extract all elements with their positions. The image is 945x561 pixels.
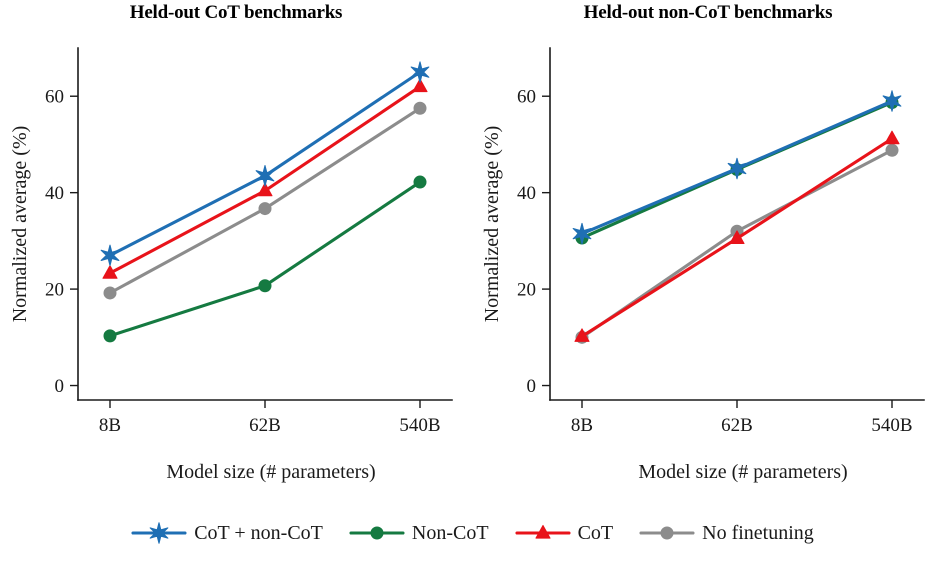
data-point-marker	[729, 230, 745, 245]
plot-area-held-out-non-cot: 0 20 40 60 8B 62B 540B Model size (# parameters…	[481, 47, 925, 483]
series-cot-non-cot	[572, 90, 902, 245]
data-point-marker	[884, 130, 900, 145]
chart-title-right: Held-out non-CoT benchmarks	[583, 2, 833, 23]
data-point-marker	[413, 175, 427, 189]
data-point-marker	[258, 279, 272, 293]
data-point-marker	[102, 265, 118, 279]
data-point-marker	[412, 78, 428, 93]
y-tick-label: 20	[517, 280, 536, 301]
legend-marker-shape	[149, 522, 169, 544]
x-tick-label: 540B	[871, 415, 912, 436]
data-point-marker	[882, 90, 902, 112]
plot-area-held-out-cot: 0 20 40 60 8B 62B 540B Model size (# parameters…	[9, 47, 453, 483]
x-tick-label: 8B	[99, 415, 121, 436]
legend-item-cot[interactable]: CoT	[515, 521, 614, 545]
star-shape	[100, 244, 120, 267]
y-tick-label: 40	[517, 183, 536, 204]
y-tick-label: 0	[527, 376, 537, 397]
legend-label: No finetuning	[702, 521, 814, 544]
chart-title-left: Held-out CoT benchmarks	[129, 2, 343, 23]
legend-marker-circle-icon	[639, 526, 695, 540]
chart-panel-held-out-non-cot: Held-out non-CoT benchmarks 0 20 40 60 8B 62B…	[472, 0, 944, 505]
series-non-cot	[103, 175, 427, 343]
data-point-marker	[885, 143, 899, 157]
star-shape	[727, 157, 747, 180]
y-tick-label: 20	[45, 280, 64, 301]
y-tick-label: 60	[45, 87, 64, 108]
data-point-marker	[257, 182, 273, 197]
y-tick-label: 0	[55, 376, 65, 397]
legend-marker-shape	[370, 526, 384, 540]
x-axis-title: Model size (# parameters)	[638, 461, 847, 483]
legend-marker-shape	[535, 524, 551, 539]
chart-legend: CoT + non-CoT Non-CoT CoT No finetuning	[0, 505, 945, 561]
series-no-finetuning	[103, 101, 427, 300]
data-point-marker	[572, 222, 592, 245]
legend-marker-circle-icon	[349, 526, 405, 540]
star-shape	[149, 522, 169, 544]
data-point-marker	[410, 61, 430, 83]
series-cot	[574, 130, 900, 342]
series-line	[108, 106, 422, 295]
y-axis-title: Normalized average (%)	[481, 126, 503, 323]
star-shape	[882, 90, 902, 112]
star-shape	[410, 61, 430, 83]
legend-label: Non-CoT	[411, 521, 489, 544]
x-tick-label: 62B	[249, 415, 281, 436]
x-axis-title: Model size (# parameters)	[166, 461, 375, 483]
legend-marker-shape	[660, 526, 674, 540]
legend-item-no-finetuning[interactable]: No finetuning	[639, 522, 814, 545]
star-shape	[572, 222, 592, 245]
star-shape	[255, 165, 275, 187]
data-point-marker	[574, 328, 590, 342]
y-tick-label: 40	[45, 183, 64, 204]
legend-marker-triangle-icon	[515, 524, 571, 539]
chart-panel-held-out-cot: Held-out CoT benchmarks 0 20 40 60 8B 62B 540B…	[0, 0, 472, 505]
data-point-marker	[258, 202, 272, 216]
legend-label: CoT + non-CoT	[194, 521, 323, 544]
x-tick-label: 8B	[571, 415, 593, 436]
series-line	[108, 70, 422, 257]
data-point-marker	[103, 286, 117, 300]
y-tick-label: 60	[517, 87, 536, 108]
y-axis-title: Normalized average (%)	[9, 126, 31, 323]
series-cot	[102, 78, 428, 279]
data-point-marker	[727, 157, 747, 180]
x-tick-label: 540B	[399, 415, 440, 436]
data-point-marker	[413, 101, 427, 115]
data-point-marker	[255, 165, 275, 187]
data-point-marker	[103, 329, 117, 343]
legend-item-cot-non-cot[interactable]: CoT + non-CoT	[131, 522, 323, 545]
legend-label: CoT	[577, 521, 614, 544]
series-cot-non-cot	[100, 61, 430, 267]
data-point-marker	[100, 244, 120, 267]
legend-item-non-cot[interactable]: Non-CoT	[349, 522, 489, 545]
x-tick-label: 62B	[721, 415, 753, 436]
chart-panels: Held-out CoT benchmarks 0 20 40 60 8B 62B 540B…	[0, 0, 944, 505]
legend-marker-star-icon	[131, 522, 187, 544]
